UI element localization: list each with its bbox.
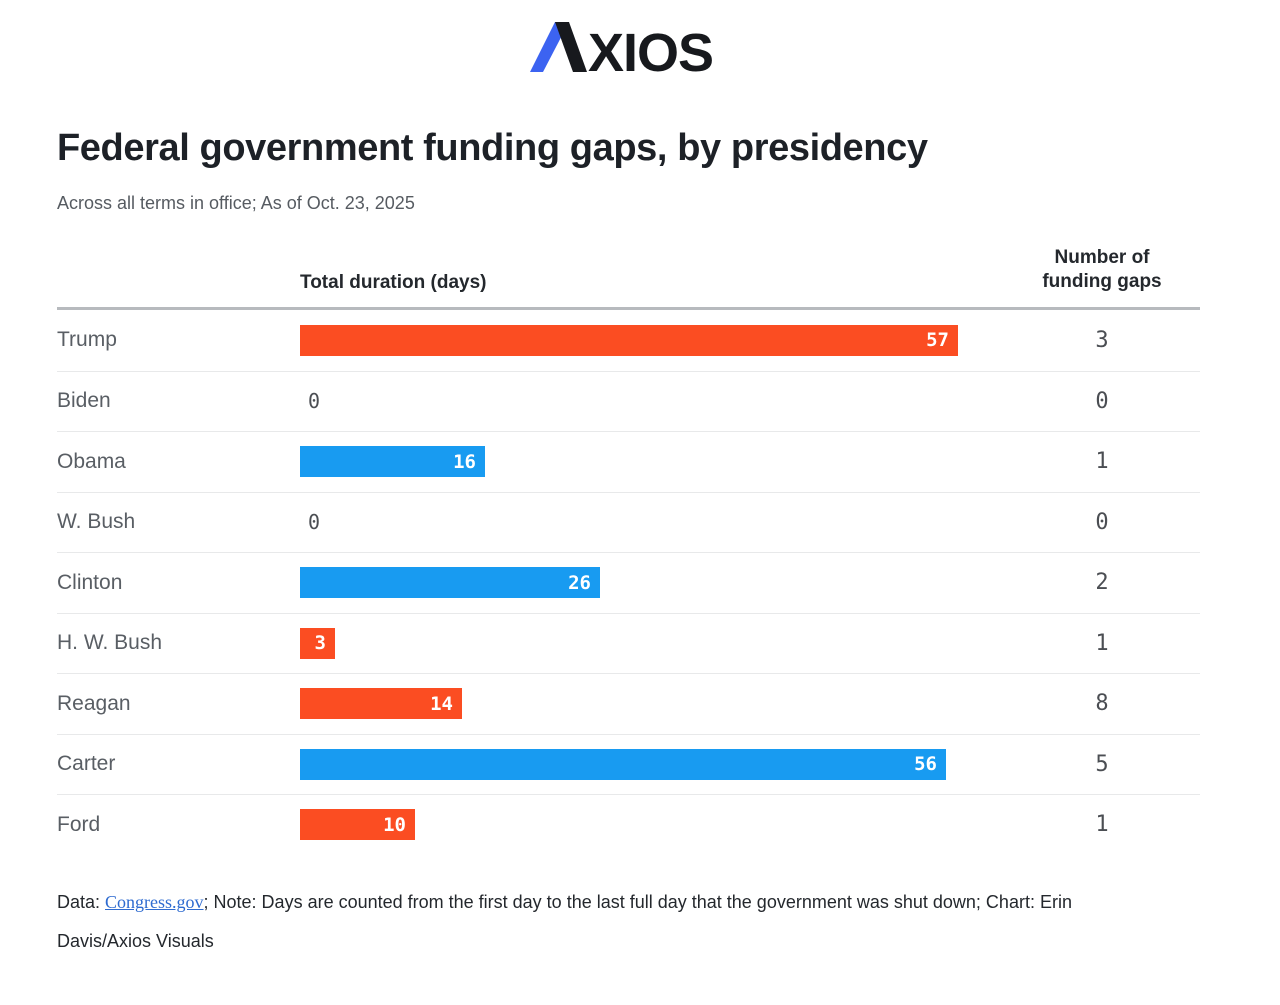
duration-bar-cell: 0 bbox=[300, 510, 1004, 534]
table-row: Trump 57 3 bbox=[57, 310, 1200, 371]
funding-gaps-count: 1 bbox=[1095, 630, 1109, 656]
duration-bar: 14 bbox=[300, 688, 462, 720]
president-label: Ford bbox=[57, 812, 101, 836]
table-row: W. Bush 0 0 bbox=[57, 491, 1200, 553]
bar-value-label: 14 bbox=[430, 692, 453, 715]
duration-bar: 56 bbox=[300, 748, 946, 780]
president-label: Trump bbox=[57, 328, 117, 352]
president-label: Obama bbox=[57, 449, 126, 473]
bar-value-label: 56 bbox=[914, 753, 937, 776]
duration-bar-cell: 16 bbox=[300, 446, 1004, 478]
duration-bar-cell: 3 bbox=[300, 627, 1004, 659]
table-row: H. W. Bush 3 1 bbox=[57, 612, 1200, 674]
duration-bar-cell: 56 bbox=[300, 748, 1004, 780]
table-row: Carter 56 5 bbox=[57, 733, 1200, 795]
gaps-column-header-line2: funding gaps bbox=[1042, 271, 1162, 292]
source-note-line2: Davis/Axios Visuals bbox=[57, 930, 214, 951]
president-label: Reagan bbox=[57, 691, 131, 715]
logo-a-left-stroke bbox=[529, 22, 569, 72]
table-row: Reagan 14 8 bbox=[57, 673, 1200, 734]
source-note-line1: ; Note: Days are counted from the first … bbox=[203, 891, 1072, 912]
president-label: Carter bbox=[57, 752, 116, 776]
duration-bar-cell: 0 bbox=[300, 389, 1004, 413]
page-title: Federal government funding gaps, by pres… bbox=[57, 127, 928, 169]
funding-gaps-table: Total duration (days) Number of funding … bbox=[57, 246, 1200, 855]
duration-bar-cell: 57 bbox=[300, 324, 1004, 356]
congress-gov-link[interactable]: Congress.gov bbox=[105, 891, 204, 912]
zero-value-label: 0 bbox=[308, 389, 321, 414]
gaps-column-header-line1: Number of bbox=[1054, 247, 1150, 268]
president-label: Clinton bbox=[57, 570, 123, 594]
page: XIOS Federal government funding gaps, by… bbox=[57, 0, 1200, 961]
duration-bar: 26 bbox=[300, 567, 600, 599]
funding-gaps-count: 1 bbox=[1095, 449, 1109, 475]
duration-bar-cell: 26 bbox=[300, 567, 1004, 599]
zero-value-label: 0 bbox=[308, 510, 321, 535]
funding-gaps-count: 3 bbox=[1095, 327, 1109, 353]
president-label: H. W. Bush bbox=[57, 631, 163, 655]
logo-a-right-stroke bbox=[554, 22, 587, 72]
bar-value-label: 3 bbox=[314, 632, 326, 655]
duration-bar: 10 bbox=[300, 809, 415, 841]
bar-value-label: 26 bbox=[568, 571, 591, 594]
table-row: Biden 0 0 bbox=[57, 370, 1200, 432]
bar-value-label: 16 bbox=[453, 450, 476, 473]
logo-letters: XIOS bbox=[588, 23, 713, 72]
gaps-column-header: Number of funding gaps bbox=[1004, 246, 1200, 294]
duration-bar-cell: 10 bbox=[300, 809, 1004, 841]
logo-row: XIOS bbox=[57, 0, 1200, 74]
duration-bar-cell: 14 bbox=[300, 688, 1004, 720]
bar-value-label: 10 bbox=[383, 813, 406, 836]
table-body: Trump 57 3 Biden 0 0 Obama 16 1 W. Bush 0 0 Clinton 2… bbox=[57, 310, 1200, 855]
president-label: Biden bbox=[57, 389, 111, 413]
duration-bar: 3 bbox=[300, 627, 335, 659]
funding-gaps-count: 5 bbox=[1095, 751, 1109, 777]
axios-logo-icon: XIOS bbox=[529, 22, 714, 72]
table-row: Clinton 26 2 bbox=[57, 552, 1200, 613]
table-header-row: Total duration (days) Number of funding … bbox=[57, 246, 1200, 310]
duration-column-header: Total duration (days) bbox=[300, 272, 487, 293]
duration-bar: 57 bbox=[300, 324, 958, 356]
table-row: Obama 16 1 bbox=[57, 431, 1200, 492]
funding-gaps-count: 1 bbox=[1095, 812, 1109, 838]
page-subtitle: Across all terms in office; As of Oct. 2… bbox=[57, 193, 415, 213]
funding-gaps-count: 2 bbox=[1095, 570, 1109, 596]
funding-gaps-count: 8 bbox=[1095, 691, 1109, 717]
funding-gaps-count: 0 bbox=[1095, 388, 1109, 414]
source-note: Data: Congress.gov; Note: Days are count… bbox=[57, 883, 1200, 961]
president-label: W. Bush bbox=[57, 510, 136, 534]
duration-bar: 16 bbox=[300, 446, 485, 478]
source-prefix: Data: bbox=[57, 891, 106, 912]
bar-value-label: 57 bbox=[926, 329, 949, 352]
table-row: Ford 10 1 bbox=[57, 794, 1200, 855]
funding-gaps-count: 0 bbox=[1095, 509, 1109, 535]
